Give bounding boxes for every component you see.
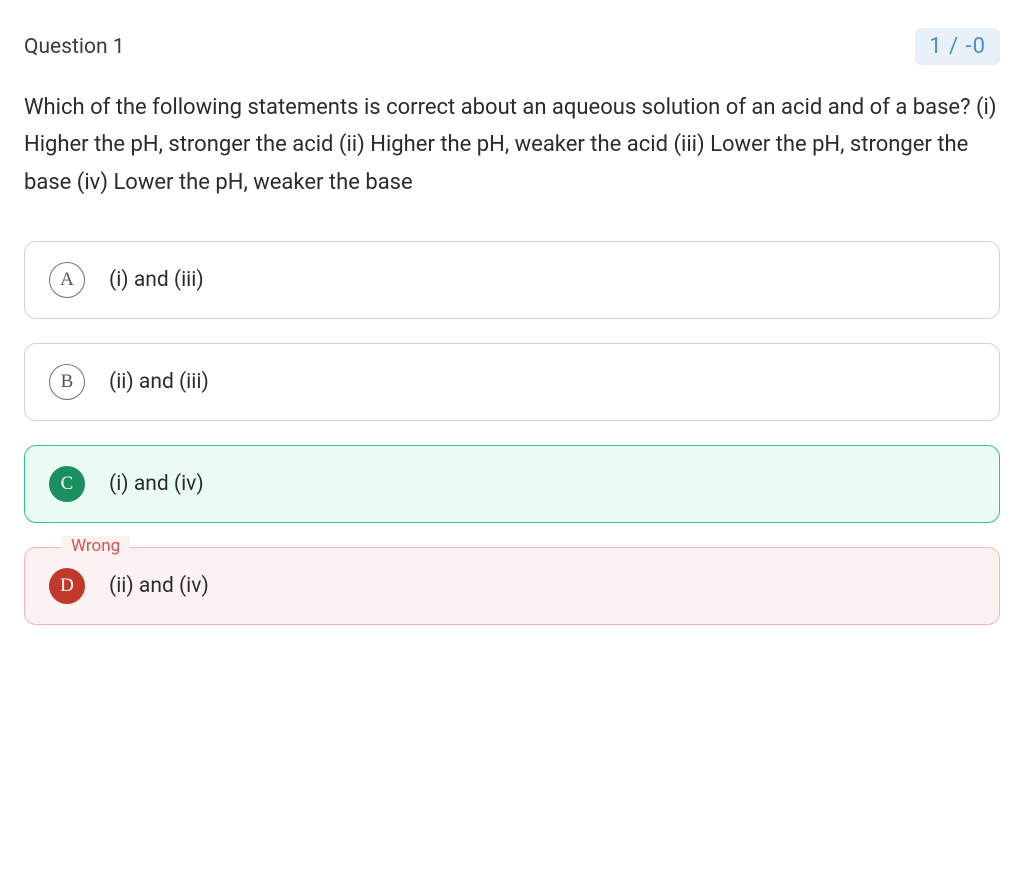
option-d[interactable]: Wrong D (ii) and (iv) — [24, 547, 1000, 625]
option-text-b: (ii) and (iii) — [109, 370, 209, 394]
option-c[interactable]: C (i) and (iv) — [24, 445, 1000, 523]
option-b[interactable]: B (ii) and (iii) — [24, 343, 1000, 421]
option-a[interactable]: A (i) and (iii) — [24, 241, 1000, 319]
option-text-a: (i) and (iii) — [109, 268, 204, 292]
score-badge: 1 / -0 — [915, 28, 1000, 65]
option-letter-b: B — [49, 364, 85, 400]
question-text: Which of the following statements is cor… — [24, 89, 1000, 201]
option-letter-c: C — [49, 466, 85, 502]
options-list: A (i) and (iii) B (ii) and (iii) C (i) a… — [24, 241, 1000, 625]
status-label-wrong: Wrong — [61, 536, 130, 556]
question-header: Question 1 1 / -0 — [24, 28, 1000, 65]
question-title: Question 1 — [24, 35, 125, 59]
option-text-c: (i) and (iv) — [109, 472, 204, 496]
option-text-d: (ii) and (iv) — [109, 574, 209, 598]
option-letter-d: D — [49, 568, 85, 604]
option-letter-a: A — [49, 262, 85, 298]
